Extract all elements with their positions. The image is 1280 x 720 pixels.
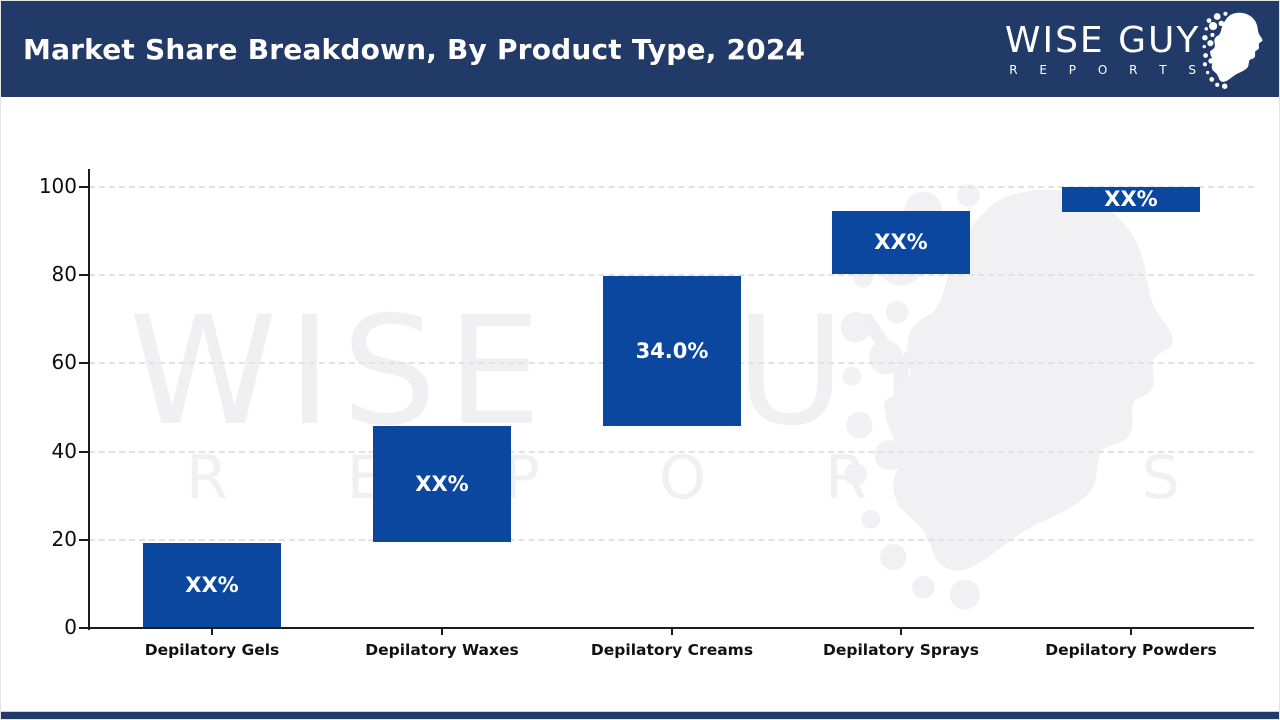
y-tick-mark [79,186,88,188]
x-tick-mark [1130,629,1132,635]
y-tick-label: 20 [51,526,77,551]
bar-depilatory-gels: XX% [143,542,281,628]
x-tick-mark [671,629,673,635]
gridline-20 [89,538,1254,541]
brand-name: WISE GUY [1004,20,1201,61]
y-tick-mark [79,627,88,629]
category-label-depilatory-powders: Depilatory Powders [1045,641,1217,659]
brand-logo-text: WISE GUY R E P O R T S [1000,20,1205,78]
brand-logo: WISE GUY R E P O R T S [1000,7,1273,93]
x-axis-line [88,627,1254,629]
gridline-100 [89,186,1254,188]
y-tick-mark [79,450,88,453]
watermark-brand-text: WISE GUY [129,285,957,459]
y-tick-label: 0 [64,615,77,639]
x-tick-mark [211,629,213,635]
brand-face-icon [1199,9,1273,91]
x-tick-mark [900,629,902,635]
x-tick-mark [441,629,443,635]
category-label-depilatory-waxes: Depilatory Waxes [365,641,519,659]
bar-label-depilatory-creams: 34.0% [635,338,709,363]
y-tick-label: 100 [38,174,77,198]
bar-depilatory-waxes: XX% [373,426,511,543]
brand-subname: R E P O R T S [1009,63,1205,77]
gridline-80 [89,274,1254,277]
footer-band [1,711,1279,719]
category-label-depilatory-creams: Depilatory Creams [590,641,754,659]
bar-label-depilatory-powders: XX% [1104,186,1158,211]
y-tick-mark [79,538,88,541]
bar-depilatory-sprays: XX% [832,211,970,274]
y-tick-mark [79,362,88,365]
y-tick-label: 60 [51,350,77,375]
bar-label-depilatory-waxes: XX% [415,471,469,496]
y-tick-label: 80 [51,262,77,287]
header-band: Market Share Breakdown, By Product Type,… [1,1,1279,97]
y-axis-line [88,169,90,630]
page-title: Market Share Breakdown, By Product Type,… [23,32,806,66]
bar-label-depilatory-gels: XX% [185,572,239,597]
gridline-40 [89,450,1254,453]
y-tick-mark [79,274,88,277]
bar-depilatory-creams: 34.0% [603,276,741,427]
bar-label-depilatory-sprays: XX% [874,230,928,255]
category-label-depilatory-sprays: Depilatory Sprays [823,641,979,659]
category-label-depilatory-gels: Depilatory Gels [144,641,280,659]
bar-depilatory-powders: XX% [1062,186,1200,212]
y-tick-label: 40 [51,438,77,463]
